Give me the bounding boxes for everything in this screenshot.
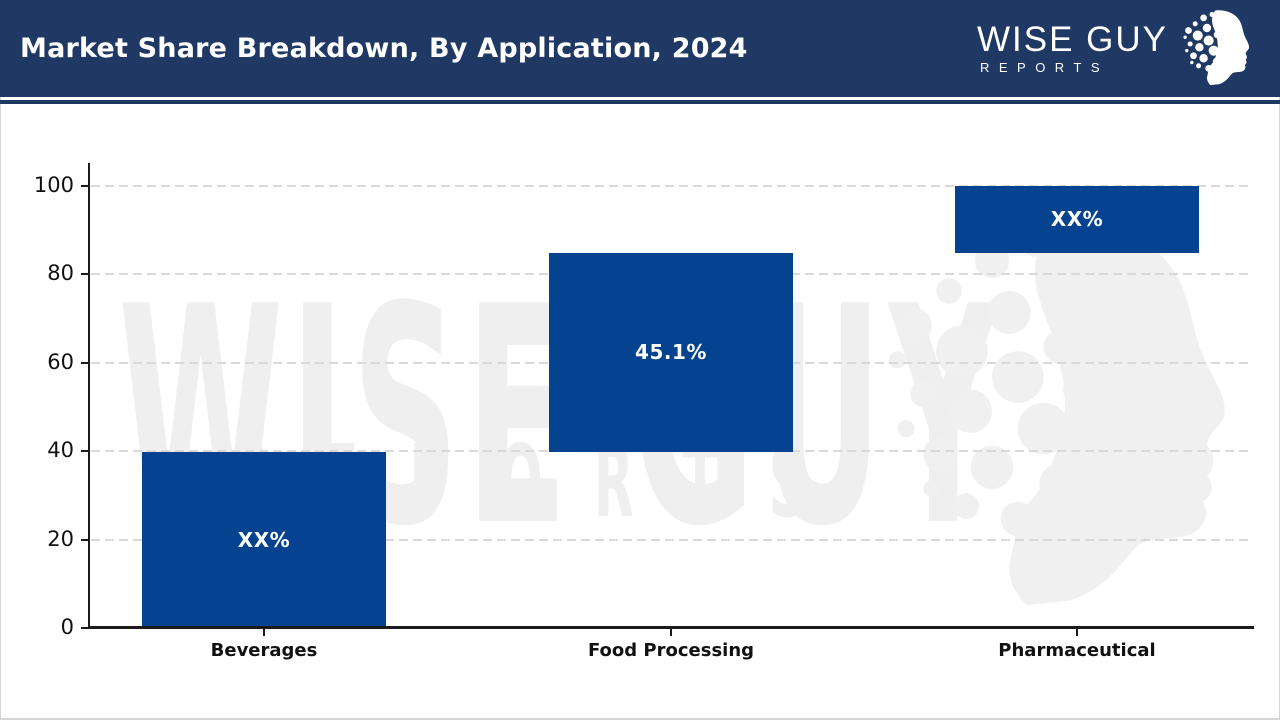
- x-category-label: Beverages: [210, 640, 318, 661]
- y-tick-label: 40: [47, 438, 74, 463]
- y-tick-mark: [81, 185, 88, 187]
- page-title: Market Share Breakdown, By Application, …: [20, 33, 748, 64]
- y-tick-mark: [81, 273, 88, 276]
- y-tick-label: 20: [47, 526, 74, 551]
- header-banner: Market Share Breakdown, By Application, …: [0, 0, 1280, 97]
- logo-wordmark: WISE GUY: [976, 20, 1168, 59]
- y-tick-label: 0: [60, 615, 74, 639]
- gridline: [91, 538, 1253, 541]
- logo-subtext: REPORTS: [979, 60, 1110, 75]
- y-tick-label: 60: [47, 349, 74, 374]
- bar-beverages: XX%: [142, 452, 386, 628]
- x-axis: [88, 626, 1254, 629]
- y-tick-mark: [81, 538, 88, 541]
- logo-head-icon: [1183, 9, 1250, 85]
- y-tick-label: 100: [33, 173, 74, 197]
- bar-value-label: XX%: [237, 528, 291, 553]
- x-category-label: Pharmaceutical: [998, 640, 1156, 661]
- gridline: [91, 185, 1253, 187]
- y-tick-mark: [81, 627, 88, 629]
- y-axis: [88, 163, 90, 628]
- watermark-head-icon: [888, 221, 1225, 605]
- x-category-label: Food Processing: [587, 640, 755, 661]
- y-tick-label: 80: [47, 261, 74, 286]
- x-tick-mark: [1076, 629, 1078, 636]
- header-accent-line: [0, 100, 1280, 104]
- x-tick-mark: [670, 629, 672, 636]
- y-tick-mark: [81, 450, 88, 453]
- wise-guy-logo: WISE GUY REPORTS: [977, 7, 1254, 91]
- logo-text: WISE GUY REPORTS: [977, 22, 1168, 75]
- bar-value-label: XX%: [1050, 207, 1104, 232]
- bar-pharmaceutical: XX%: [955, 186, 1199, 253]
- x-tick-mark: [263, 629, 265, 636]
- bar-food-processing: 45.1%: [549, 252, 793, 453]
- y-tick-mark: [81, 361, 88, 364]
- bar-value-label: 45.1%: [635, 340, 707, 365]
